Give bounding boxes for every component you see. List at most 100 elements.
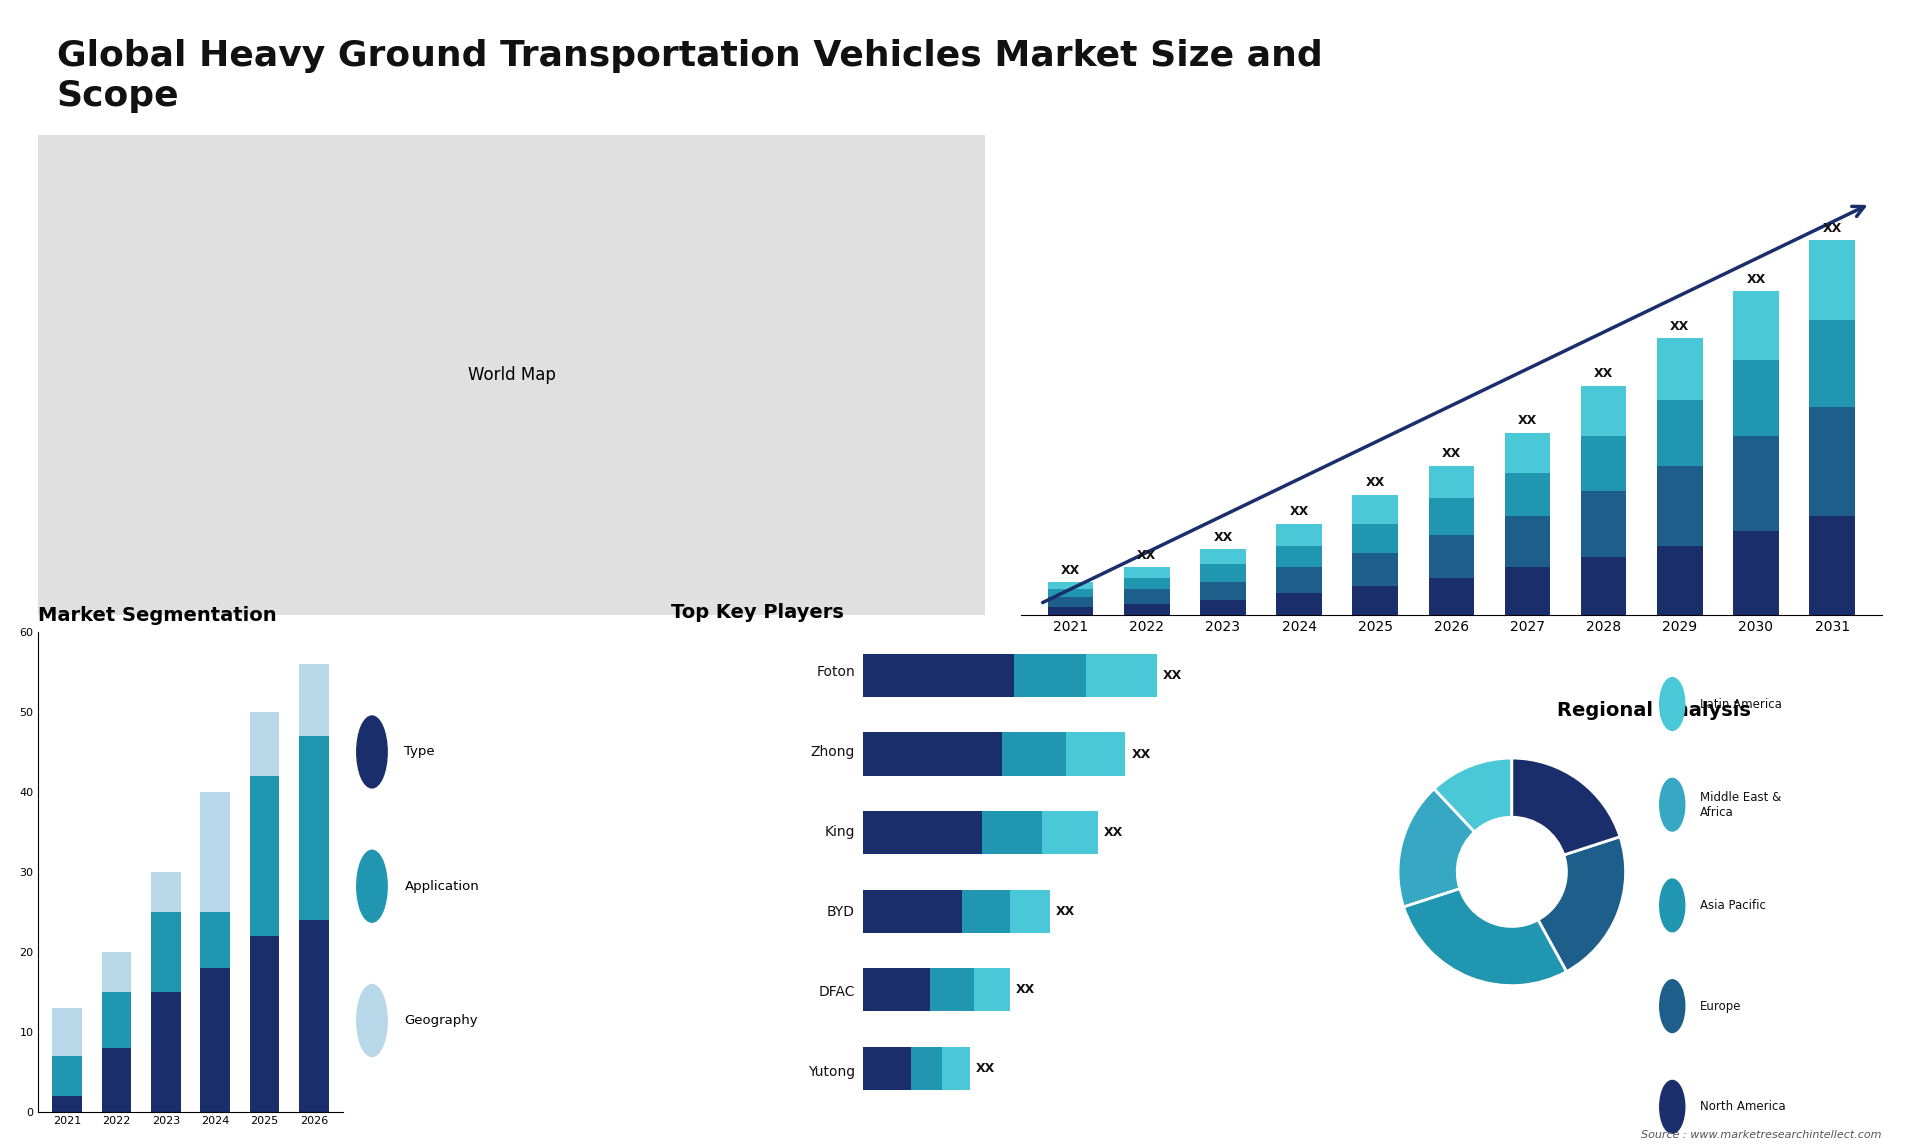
- Bar: [1200, 582, 1246, 601]
- Bar: [1048, 582, 1092, 589]
- Bar: [1352, 524, 1398, 552]
- Text: XX: XX: [1131, 747, 1150, 761]
- Bar: [1809, 407, 1855, 517]
- Bar: [1123, 567, 1169, 579]
- Bar: [152, 872, 180, 912]
- Wedge shape: [1404, 889, 1567, 986]
- Bar: [1580, 490, 1626, 557]
- Bar: [1505, 473, 1549, 517]
- Circle shape: [357, 984, 388, 1057]
- Bar: [1123, 604, 1169, 614]
- Bar: [250, 712, 278, 776]
- Text: XX: XX: [1213, 531, 1233, 543]
- Bar: [200, 792, 230, 912]
- Bar: [102, 952, 131, 991]
- Bar: [1043, 811, 1098, 854]
- Wedge shape: [1511, 758, 1620, 855]
- Bar: [1580, 437, 1626, 490]
- Bar: [152, 991, 180, 1112]
- Bar: [943, 1046, 970, 1090]
- Text: XX: XX: [1519, 415, 1538, 427]
- Text: BYD: BYD: [828, 905, 854, 919]
- Bar: [250, 776, 278, 936]
- Bar: [1734, 531, 1778, 614]
- Bar: [1200, 601, 1246, 614]
- Text: Global Heavy Ground Transportation Vehicles Market Size and
Scope: Global Heavy Ground Transportation Vehic…: [58, 39, 1323, 112]
- Bar: [910, 1046, 943, 1090]
- Circle shape: [1659, 1081, 1684, 1133]
- Bar: [102, 991, 131, 1047]
- Bar: [1505, 567, 1549, 614]
- Text: XX: XX: [1594, 367, 1613, 380]
- Text: Geography: Geography: [405, 1014, 478, 1027]
- Bar: [200, 912, 230, 967]
- Bar: [1580, 557, 1626, 614]
- Bar: [1657, 338, 1703, 400]
- Text: World Map: World Map: [468, 366, 555, 384]
- Text: Market Segmentation: Market Segmentation: [38, 606, 276, 625]
- Bar: [1428, 535, 1475, 579]
- Bar: [1277, 592, 1321, 614]
- Bar: [862, 889, 962, 933]
- Bar: [1277, 545, 1321, 567]
- Bar: [1277, 524, 1321, 545]
- Text: Yutong: Yutong: [808, 1065, 854, 1078]
- Bar: [862, 732, 1002, 776]
- Bar: [1066, 732, 1125, 776]
- Text: XX: XX: [1670, 320, 1690, 332]
- Text: XX: XX: [1056, 904, 1075, 918]
- Bar: [1734, 291, 1778, 360]
- Circle shape: [1659, 778, 1684, 831]
- Bar: [1085, 654, 1158, 697]
- Bar: [862, 654, 1014, 697]
- Text: XX: XX: [975, 1061, 995, 1075]
- Wedge shape: [1538, 837, 1626, 972]
- Bar: [973, 968, 1010, 1011]
- Text: DFAC: DFAC: [818, 984, 854, 998]
- Text: Latin America: Latin America: [1699, 698, 1782, 711]
- Text: XX: XX: [1747, 273, 1766, 285]
- Text: King: King: [824, 825, 854, 839]
- Text: Europe: Europe: [1699, 999, 1741, 1013]
- Wedge shape: [1398, 788, 1475, 906]
- Bar: [1123, 579, 1169, 589]
- Text: Asia Pacific: Asia Pacific: [1699, 898, 1764, 912]
- Bar: [1200, 549, 1246, 564]
- Title: Top Key Players: Top Key Players: [670, 603, 843, 622]
- Text: Type: Type: [405, 745, 436, 759]
- Bar: [862, 1046, 910, 1090]
- Circle shape: [357, 850, 388, 923]
- Bar: [862, 811, 983, 854]
- Bar: [200, 967, 230, 1112]
- Bar: [1809, 517, 1855, 614]
- Bar: [962, 889, 1010, 933]
- Bar: [250, 936, 278, 1112]
- Bar: [1048, 607, 1092, 614]
- Text: XX: XX: [1822, 221, 1841, 235]
- Bar: [1428, 499, 1475, 535]
- Text: XX: XX: [1016, 983, 1035, 996]
- Circle shape: [1659, 980, 1684, 1033]
- Bar: [52, 1007, 83, 1055]
- Bar: [52, 1055, 83, 1096]
- Bar: [300, 920, 328, 1112]
- Bar: [983, 811, 1043, 854]
- Text: XX: XX: [1290, 505, 1309, 518]
- Wedge shape: [1434, 758, 1511, 832]
- Text: Foton: Foton: [816, 665, 854, 680]
- Text: XX: XX: [1104, 826, 1123, 839]
- Text: Source : www.marketresearchintellect.com: Source : www.marketresearchintellect.com: [1642, 1130, 1882, 1140]
- Bar: [1010, 889, 1050, 933]
- Bar: [300, 736, 328, 920]
- Bar: [1809, 320, 1855, 407]
- Bar: [1580, 385, 1626, 437]
- Bar: [1014, 654, 1085, 697]
- Bar: [862, 968, 931, 1011]
- Bar: [1505, 517, 1549, 567]
- Bar: [1048, 589, 1092, 597]
- Bar: [1277, 567, 1321, 592]
- Text: XX: XX: [1365, 477, 1384, 489]
- Text: Middle East &
Africa: Middle East & Africa: [1699, 791, 1782, 818]
- Bar: [1002, 732, 1066, 776]
- Bar: [1048, 597, 1092, 607]
